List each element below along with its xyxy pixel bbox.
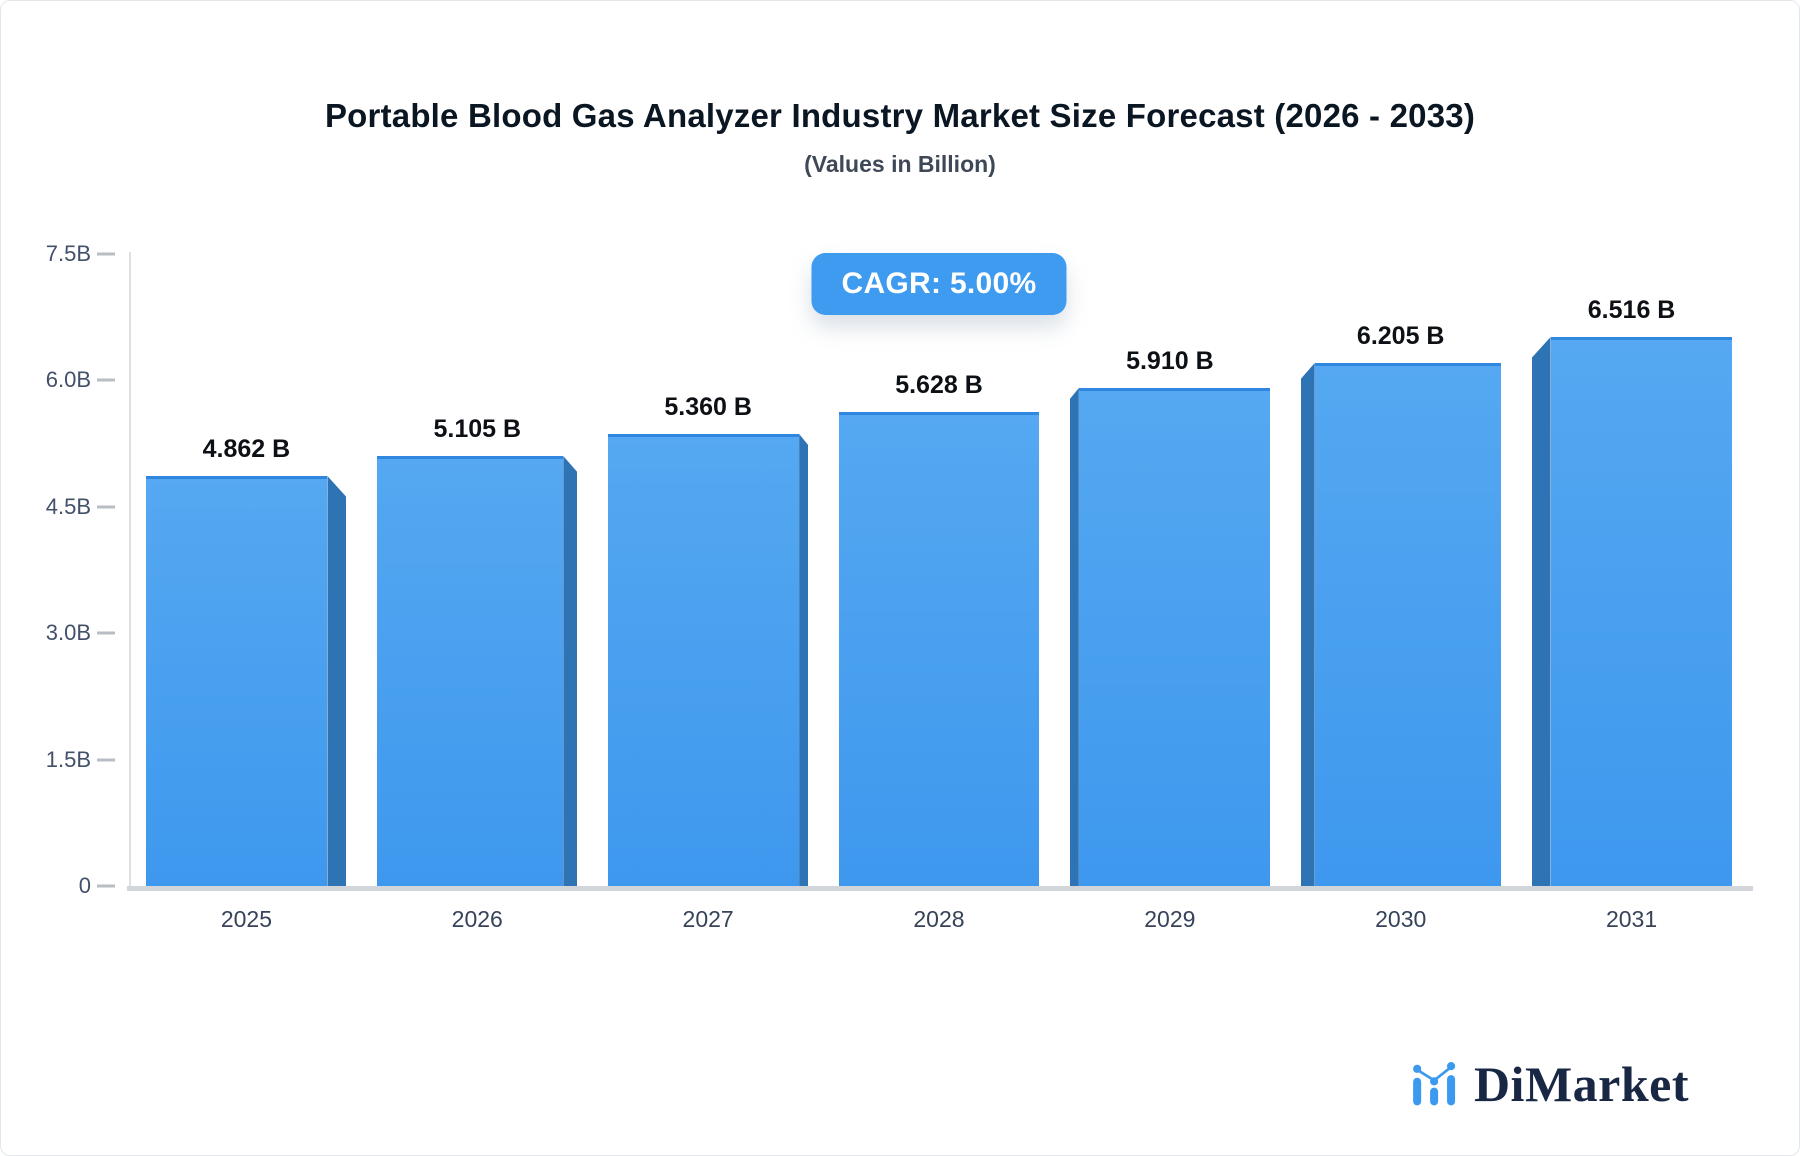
bar-group-2027	[593, 254, 824, 886]
y-tick-label: 6.0B	[45, 367, 91, 393]
x-tick-label: 2028	[913, 906, 965, 932]
y-tick-mark	[97, 631, 115, 635]
bar-value-label: 5.628 B	[895, 371, 983, 399]
bar-value-label: 6.205 B	[1356, 322, 1445, 350]
bar-group-2025	[131, 254, 362, 886]
x-tick-label: 2026	[451, 906, 503, 932]
bar-group-2031	[1516, 254, 1747, 886]
x-axis-line	[127, 886, 1753, 891]
bar-side-face	[1531, 337, 1551, 886]
bar-2026[interactable]	[377, 456, 578, 886]
y-tick-label: 4.5B	[45, 493, 91, 519]
bar-value-label: 5.910 B	[1126, 347, 1214, 375]
bar-2029[interactable]	[1069, 388, 1270, 886]
x-tick-label: 2025	[220, 906, 272, 932]
bar-side-face	[563, 456, 578, 886]
bar-face	[838, 412, 1039, 886]
bar-value-label: 5.360 B	[664, 393, 752, 421]
page-title: Portable Blood Gas Analyzer Industry Mar…	[324, 97, 1476, 134]
bar-face	[1078, 388, 1270, 886]
chart-plot-area: 7.5B 6.0B 4.5B 3.0B 1.5B 0 4.862 B 5.105 B 5.36…	[46, 241, 1753, 932]
bar-side-face	[1069, 388, 1079, 886]
bar-2030[interactable]	[1300, 363, 1501, 886]
bar-side-face	[799, 434, 809, 886]
bar-2028[interactable]	[838, 412, 1039, 886]
page-subtitle: (Values in Billion)	[804, 151, 996, 177]
brand-name: DiMarket	[1473, 1056, 1689, 1112]
y-tick-mark	[97, 758, 115, 762]
cagr-badge: CAGR: 5.00%	[811, 253, 1067, 315]
bar-group-2030	[1285, 254, 1516, 886]
bar-side-face	[327, 476, 347, 886]
bar-2025[interactable]	[146, 476, 347, 886]
y-tick-label: 1.5B	[45, 746, 91, 772]
y-tick-label: 0	[78, 873, 91, 898]
y-tick-label: 7.5B	[45, 241, 91, 266]
y-tick-mark	[97, 252, 115, 256]
y-tick-mark	[97, 378, 115, 382]
bar-value-label: 6.516 B	[1587, 296, 1676, 324]
bar-face	[377, 456, 564, 886]
bar-face	[1550, 337, 1732, 886]
bar-group-2028	[824, 254, 1055, 886]
y-tick-label: 3.0B	[45, 620, 91, 646]
bar-chart-logo-icon	[1412, 1062, 1456, 1106]
brand-logo: DiMarket	[1410, 1059, 1689, 1109]
bar-face	[608, 434, 800, 886]
y-tick-mark	[97, 884, 115, 888]
y-axis-line	[129, 252, 131, 888]
y-tick-mark	[97, 505, 115, 509]
x-tick-label: 2031	[1605, 906, 1658, 932]
bar-side-face	[1300, 363, 1315, 886]
bar-group-2026	[362, 254, 593, 886]
bar-value-label: 4.862 B	[202, 435, 291, 463]
bar-face	[146, 476, 328, 886]
bar-2031[interactable]	[1531, 337, 1732, 886]
bar-group-2029	[1054, 254, 1285, 886]
x-tick-label: 2029	[1144, 906, 1196, 932]
x-tick-label: 2030	[1375, 906, 1427, 932]
bar-face	[1314, 363, 1501, 886]
bar-2027[interactable]	[608, 434, 809, 886]
bar-value-label: 5.105 B	[433, 415, 522, 443]
x-tick-label: 2027	[682, 906, 734, 932]
